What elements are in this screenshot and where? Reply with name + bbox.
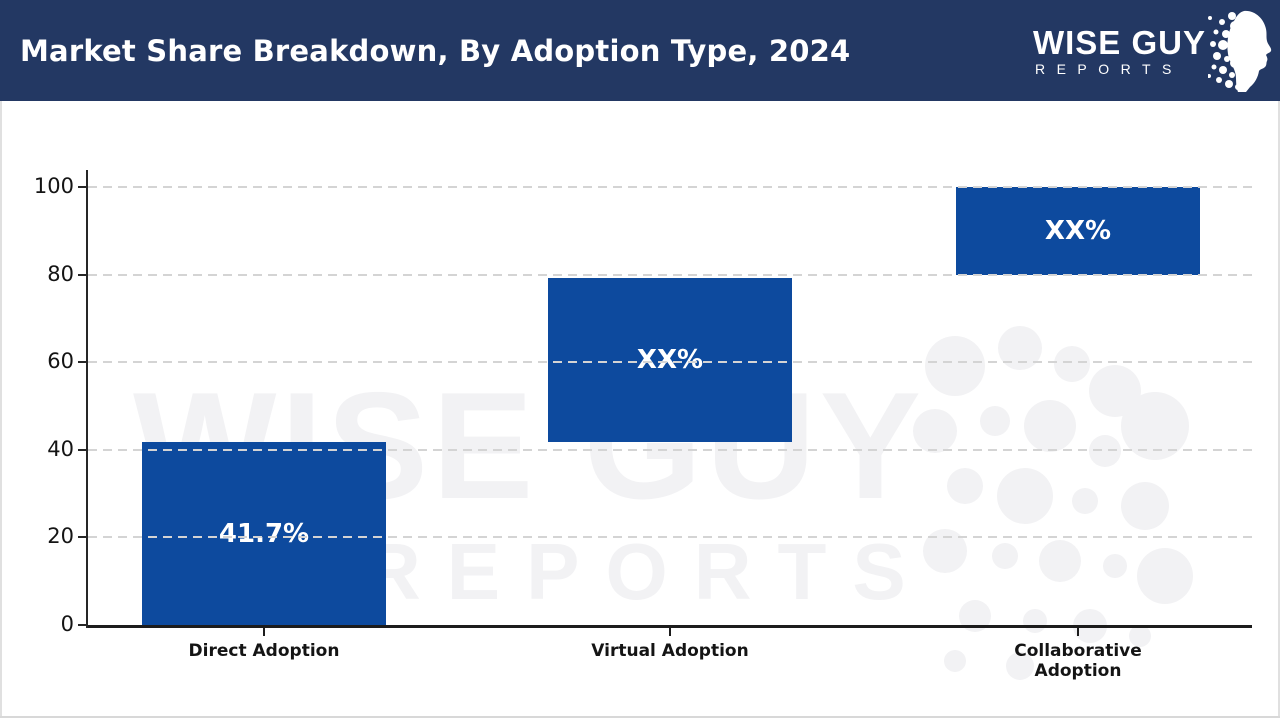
y-axis-tick — [78, 536, 86, 539]
bar-value-label: XX% — [636, 345, 704, 375]
x-axis-tick — [669, 628, 671, 636]
logo-head-icon — [1208, 10, 1272, 92]
bottom-border — [0, 716, 1280, 718]
logo-text: WISE GUY REPORTS — [1033, 26, 1206, 76]
bar-segment: XX% — [956, 187, 1200, 275]
x-axis-line — [88, 625, 1252, 628]
watermark-head-dots — [913, 326, 1193, 680]
gridline — [88, 448, 1252, 451]
gridline — [88, 273, 1252, 276]
bar-value-label: 41.7% — [218, 518, 310, 549]
y-tick-label: 0 — [60, 612, 74, 636]
gridline — [88, 536, 1252, 539]
watermark-subtext: REPORTS — [363, 527, 932, 616]
page-title: Market Share Breakdown, By Adoption Type… — [20, 33, 851, 68]
chart-canvas: WISE GUY REPORTS 0 20 40 60 80 100 41.7% Direct… — [0, 101, 1280, 720]
bar-segment: 41.7% — [142, 442, 386, 625]
y-axis-tick — [78, 273, 86, 276]
y-tick-label: 60 — [47, 349, 74, 374]
bar-value-label: XX% — [1044, 215, 1112, 246]
left-border — [0, 101, 2, 717]
x-axis-tick — [1077, 628, 1079, 636]
y-tick-label: 20 — [47, 524, 74, 549]
right-border — [1278, 101, 1280, 717]
y-tick-label: 100 — [33, 174, 74, 198]
y-axis-tick — [78, 448, 86, 451]
y-tick-label: 40 — [47, 436, 74, 461]
x-category-label: Virtual Adoption — [591, 641, 749, 661]
gridline — [88, 361, 1252, 364]
y-axis-tick — [78, 361, 86, 364]
bar-segment: XX% — [548, 277, 792, 443]
y-axis-line — [86, 170, 88, 628]
x-category-label: Direct Adoption — [188, 641, 340, 661]
logo-subtext: REPORTS — [1034, 60, 1183, 77]
y-axis-tick — [78, 624, 86, 626]
x-axis-tick — [263, 628, 265, 636]
logo: WISE GUY REPORTS — [1033, 0, 1272, 101]
y-axis-tick — [78, 186, 86, 188]
logo-wordmark: WISE GUY — [1032, 23, 1206, 61]
x-category-label: Collaborative Adoption — [1014, 641, 1142, 682]
gridline — [88, 186, 1252, 188]
header: Market Share Breakdown, By Adoption Type… — [0, 0, 1280, 101]
y-tick-label: 80 — [47, 261, 74, 286]
